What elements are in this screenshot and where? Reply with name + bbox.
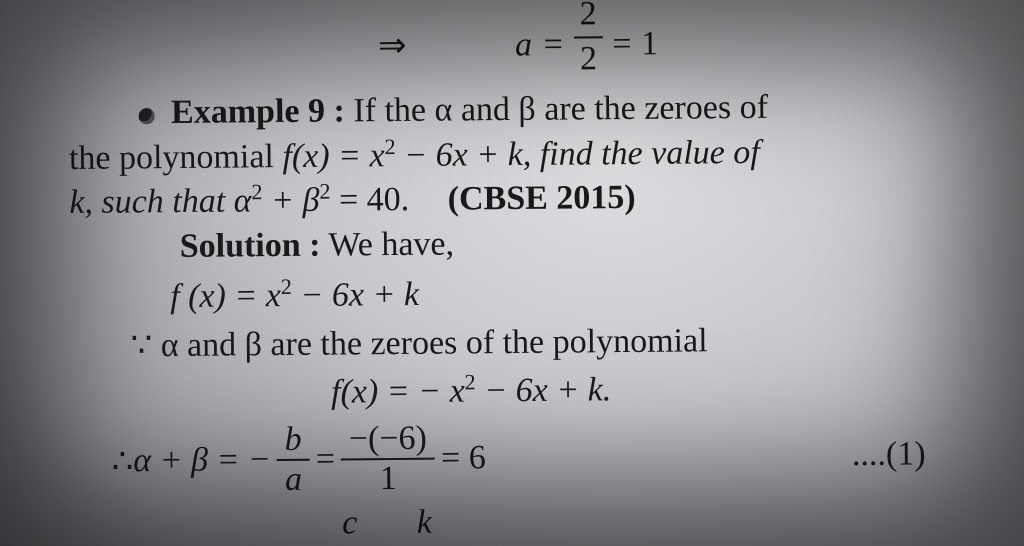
example-heading-line1: Example 9 : If the α and β are the zeroe… (138, 85, 962, 135)
eq2: = 6 (441, 439, 486, 477)
frac-den: 2 (574, 36, 604, 81)
bullet-icon (139, 108, 155, 124)
solution-tail: We have, (328, 225, 454, 263)
bottom-c: c (342, 504, 357, 541)
fx-definition-2: f(x) = − x2 − 6x + k. (331, 364, 965, 414)
example-line2: the polynomial f(x) = x2 − 6x + k, find … (69, 128, 963, 180)
l2-sq: 2 (384, 134, 395, 159)
eq1: = (316, 441, 336, 479)
fx-rest1: (x) = x (179, 277, 281, 315)
l3-sq2: 2 (319, 179, 330, 204)
frac2-num: −(−6) (341, 420, 435, 459)
example-tail1: If the α and β are the zeroes of (353, 89, 768, 130)
l2-rest: − 6x + k, find the value of (396, 133, 760, 173)
l3-mid: + β (262, 182, 319, 219)
frac1-den: a (277, 459, 310, 499)
equation-tag-1: ....(1) (852, 435, 926, 474)
implies-arrow: ⇒ (378, 27, 407, 64)
sum-lhs: α + β = − (133, 441, 271, 480)
frac-num: 2 (574, 0, 604, 36)
fraction-2-over-2: 2 2 (574, 0, 604, 80)
fx-definition: f (x) = x2 − 6x + k (170, 267, 964, 319)
a-equals: a = (515, 26, 565, 63)
fraction-neg-neg6-over-1: −(−6) 1 (341, 420, 436, 499)
fx2-sq: 2 (465, 370, 476, 395)
source-tag: (CBSE 2015) (448, 179, 636, 218)
l2-paren: (x) = x (292, 137, 385, 175)
because-text: α and β are the zeroes of the polynomial (161, 322, 708, 364)
sum-of-roots-line: ∴ α + β = − b a = −(−6) 1 = 6 ....(1) (111, 415, 966, 500)
solution-bold: Solution : (180, 226, 321, 264)
frac2-den: 1 (341, 458, 435, 499)
l3-sq1: 2 (251, 179, 262, 204)
bottom-k: k (417, 504, 432, 541)
because-line: ∵ α and β are the zeroes of the polynomi… (130, 318, 964, 368)
fx-rest2: − 6x + k (292, 276, 419, 314)
therefore-icon: ∴ (111, 441, 133, 481)
example-label: Example 9 : (171, 92, 345, 131)
solution-heading: Solution : We have, (180, 219, 964, 268)
example-line3: k, such that α2 + β2 = 40. (CBSE 2015) (69, 172, 963, 224)
fx2-rest1: (x) = − x (340, 373, 465, 411)
l2-f: f (282, 138, 292, 175)
because-icon: ∵ (130, 327, 152, 364)
l3-eq: = 40. (330, 181, 409, 219)
equals-one: = 1 (612, 25, 659, 62)
l2-pre: the polynomial (69, 138, 283, 177)
fx-sq: 2 (281, 274, 292, 299)
fx2-rest2: − 6x + k. (476, 372, 612, 410)
prev-result-line: ⇒ a = 2 2 = 1 (378, 0, 963, 82)
l3-pre: k, such that α (69, 183, 251, 222)
frac1-num: b (277, 421, 310, 459)
fraction-b-over-a: b a (277, 421, 311, 499)
bottom-fragment: c k (342, 497, 966, 545)
textbook-page: ⇒ a = 2 2 = 1 Example 9 : If the α and β… (0, 0, 1024, 546)
